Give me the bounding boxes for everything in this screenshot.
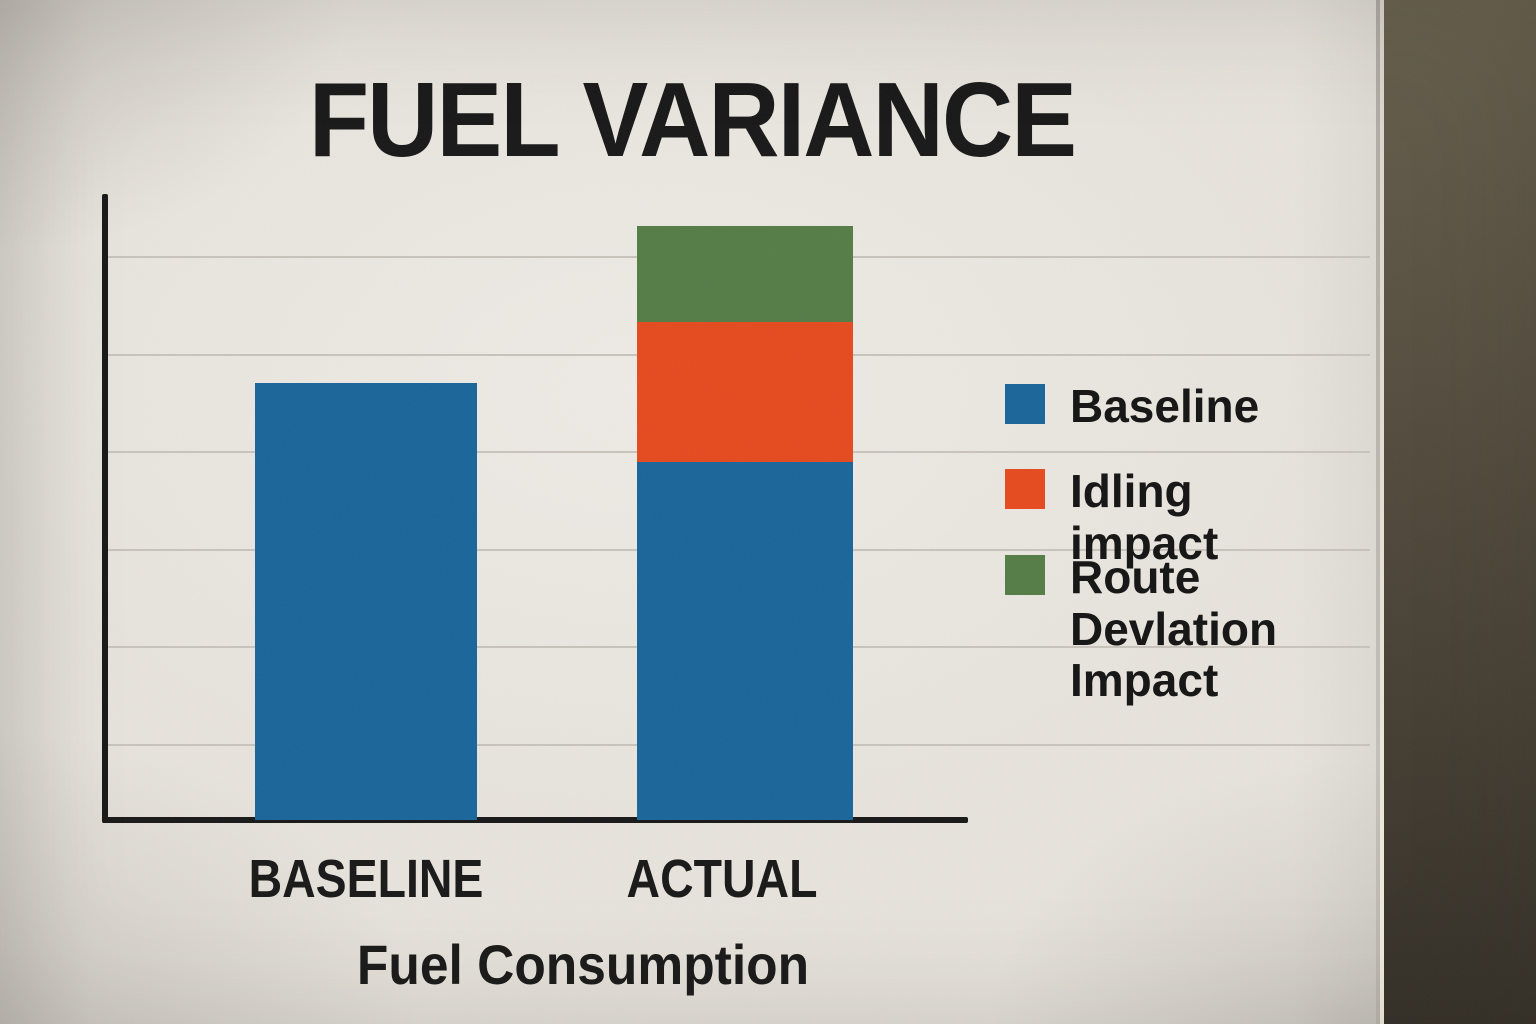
legend-label-route-deviation-impact: Route Devlation Impact bbox=[1070, 551, 1278, 707]
poster-edge-highlight bbox=[1380, 0, 1384, 1024]
bar-baseline-segment-baseline bbox=[255, 383, 477, 820]
bar-actual-segment-baseline bbox=[637, 461, 853, 820]
legend-swatch-idling-impact bbox=[1005, 469, 1045, 509]
legend-swatch-route-deviation-impact bbox=[1005, 555, 1045, 595]
x-tick-label-baseline: BASELINE bbox=[248, 849, 484, 909]
x-axis-title: Fuel Consumption bbox=[356, 933, 810, 996]
page-title: FUEL VARIANCE bbox=[308, 61, 1077, 179]
legend-item-baseline: Baseline bbox=[1005, 380, 1260, 433]
legend-label-baseline: Baseline bbox=[1070, 380, 1260, 432]
bar-actual-segment-idling-impact bbox=[637, 321, 853, 462]
x-tick-label-actual: ACTUAL bbox=[626, 849, 818, 909]
legend-item-route-deviation-impact: Route Devlation Impact bbox=[1005, 551, 1278, 707]
y-axis-line bbox=[102, 194, 108, 823]
legend-swatch-baseline bbox=[1005, 384, 1045, 424]
wall-background bbox=[1384, 0, 1536, 1024]
bar-actual-segment-route-devlation-impact bbox=[637, 225, 853, 322]
